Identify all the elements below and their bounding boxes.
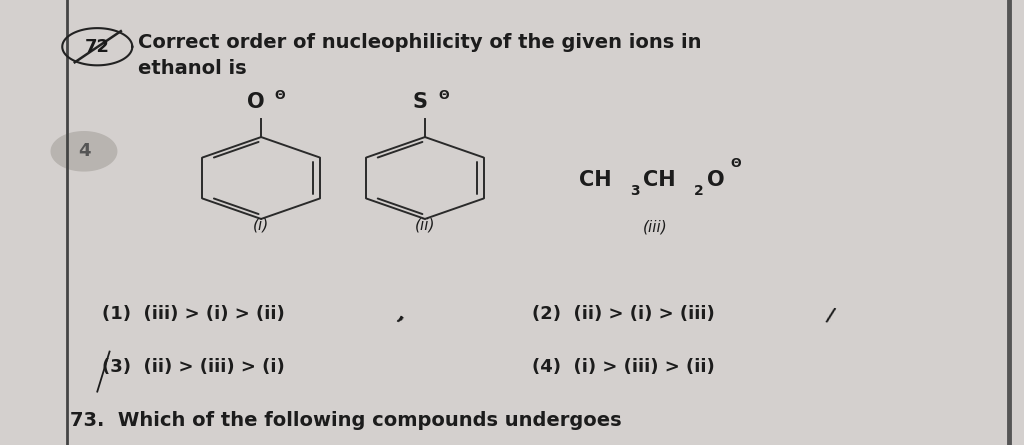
Text: Θ: Θ	[730, 157, 740, 170]
Text: (2)  (ii) > (i) > (iii): (2) (ii) > (i) > (iii)	[532, 305, 715, 323]
Text: Θ: Θ	[438, 89, 449, 102]
Text: 2: 2	[694, 184, 705, 198]
Text: ,: ,	[394, 306, 411, 326]
Text: Θ: Θ	[274, 89, 285, 102]
Text: 4: 4	[78, 142, 90, 160]
Text: (1)  (iii) > (i) > (ii): (1) (iii) > (i) > (ii)	[102, 305, 285, 323]
Text: ethanol is: ethanol is	[138, 60, 247, 78]
Text: 3: 3	[630, 184, 639, 198]
Text: O: O	[247, 92, 265, 112]
Text: Correct order of nucleophilicity of the given ions in: Correct order of nucleophilicity of the …	[138, 33, 701, 52]
Text: (4)  (i) > (iii) > (ii): (4) (i) > (iii) > (ii)	[532, 358, 715, 376]
Text: /: /	[824, 306, 837, 326]
Polygon shape	[51, 132, 117, 171]
Text: CH: CH	[643, 170, 676, 190]
Text: O: O	[707, 170, 724, 190]
Text: (3)  (ii) > (iii) > (i): (3) (ii) > (iii) > (i)	[102, 358, 285, 376]
Text: 73.  Which of the following compounds undergoes: 73. Which of the following compounds und…	[70, 411, 622, 430]
Text: 72: 72	[85, 38, 110, 56]
Text: S: S	[413, 92, 427, 112]
Text: CH: CH	[579, 170, 611, 190]
Text: (iii): (iii)	[643, 219, 668, 235]
Text: (ii): (ii)	[415, 217, 435, 232]
Text: (i): (i)	[253, 217, 269, 232]
